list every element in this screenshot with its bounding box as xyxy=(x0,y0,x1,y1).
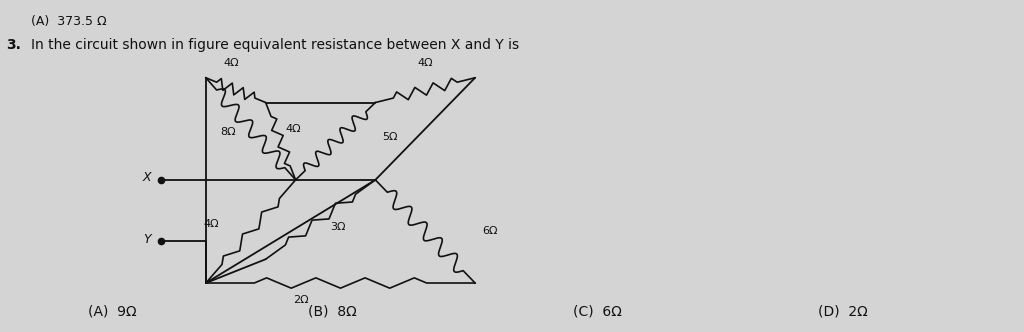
Text: 5Ω: 5Ω xyxy=(382,132,398,142)
Text: (C)  6Ω: (C) 6Ω xyxy=(573,305,623,319)
Text: 3Ω: 3Ω xyxy=(331,221,346,231)
Text: X: X xyxy=(142,171,151,184)
Text: (A)  373.5 Ω: (A) 373.5 Ω xyxy=(32,15,106,28)
Text: (A)  9Ω: (A) 9Ω xyxy=(88,305,137,319)
Text: 3.: 3. xyxy=(6,38,22,52)
Text: 2Ω: 2Ω xyxy=(293,295,308,305)
Text: 4Ω: 4Ω xyxy=(223,58,239,68)
Text: 4Ω: 4Ω xyxy=(203,218,219,228)
Text: In the circuit shown in figure equivalent resistance between X and Y is: In the circuit shown in figure equivalen… xyxy=(32,38,519,52)
Text: Y: Y xyxy=(143,233,151,246)
Text: (B)  8Ω: (B) 8Ω xyxy=(308,305,356,319)
Text: 8Ω: 8Ω xyxy=(220,127,236,137)
Text: 4Ω: 4Ω xyxy=(286,124,301,134)
Text: (D)  2Ω: (D) 2Ω xyxy=(818,305,868,319)
Text: 6Ω: 6Ω xyxy=(482,226,498,236)
Text: 4Ω: 4Ω xyxy=(418,58,433,68)
